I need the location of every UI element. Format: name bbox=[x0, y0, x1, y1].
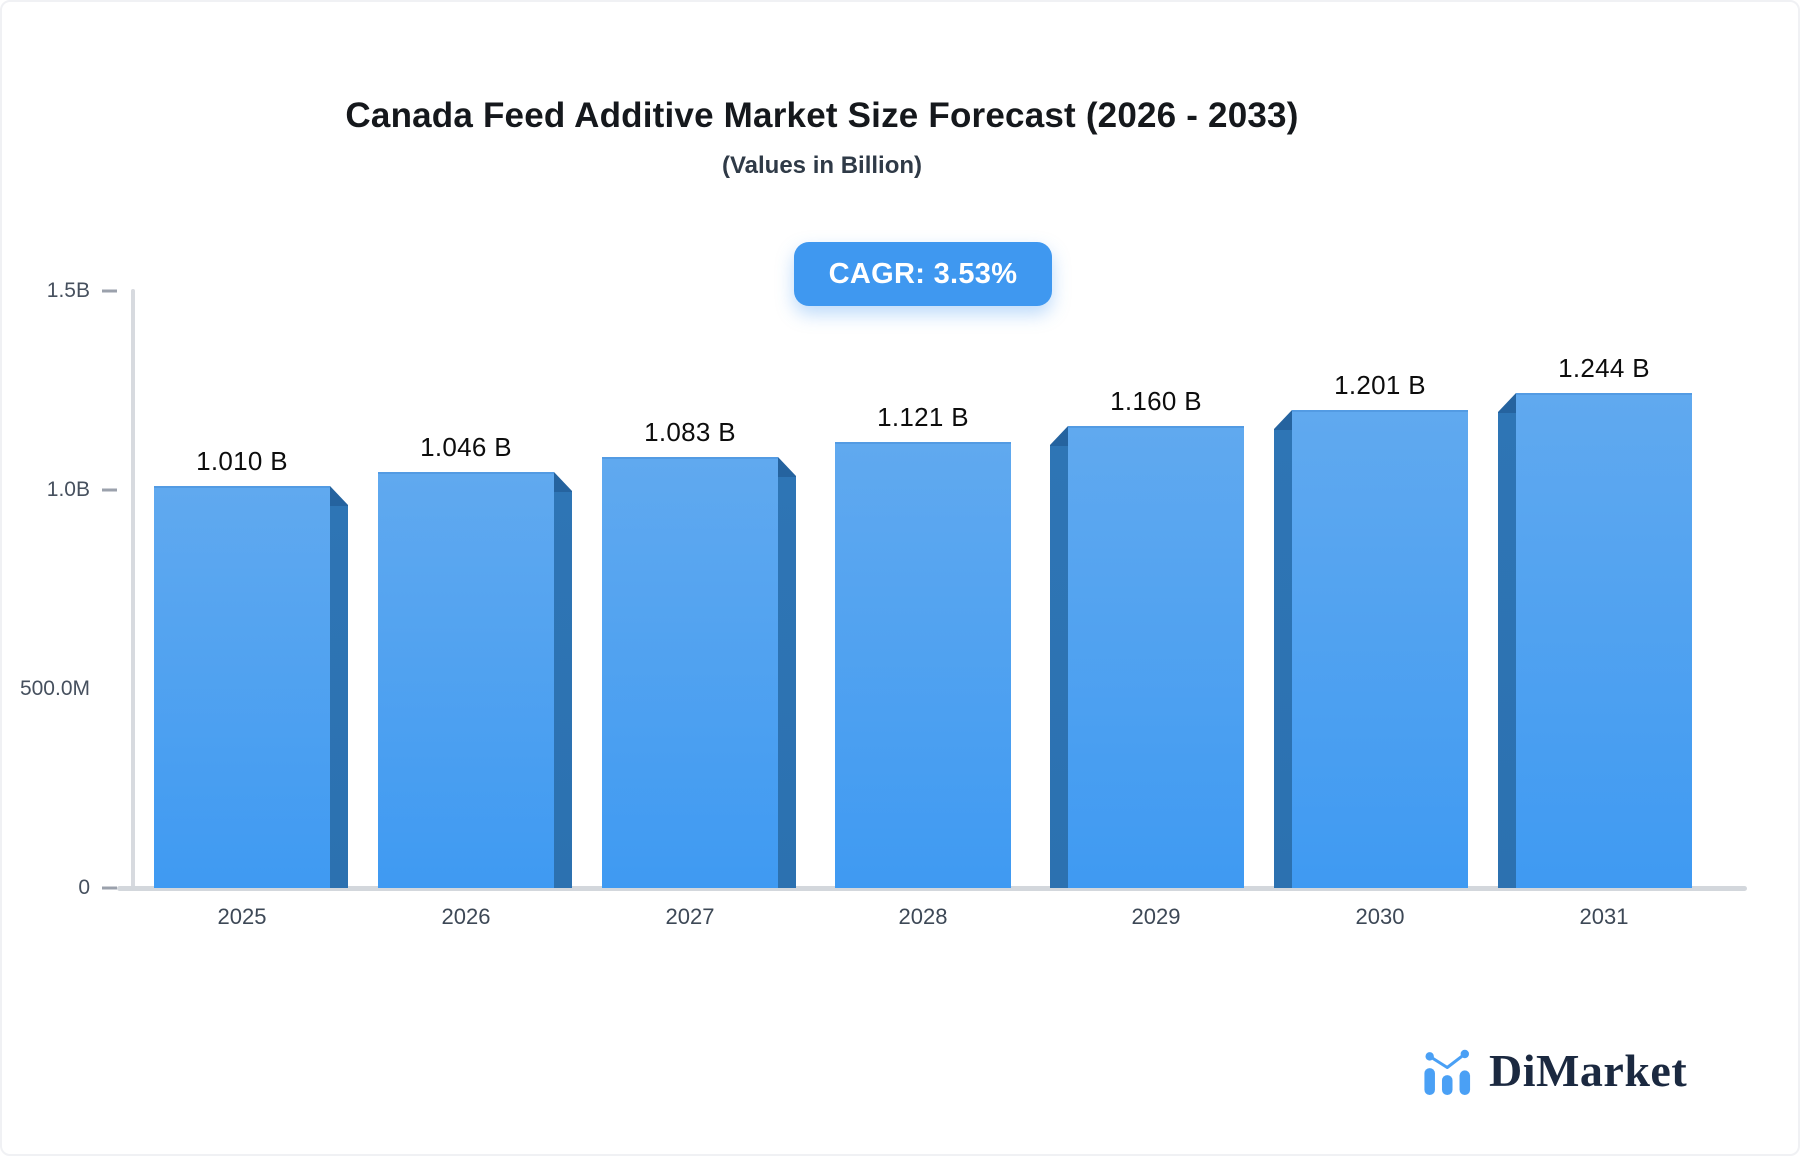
dimarket-logo: DiMarket bbox=[1423, 1044, 1687, 1097]
bar-value-label: 1.010 B bbox=[196, 446, 288, 476]
x-tick-label: 2026 bbox=[441, 904, 491, 929]
y-tick-label: 1.5B bbox=[46, 279, 90, 302]
chart-subtitle: (Values in Billion) bbox=[721, 152, 923, 179]
bar-value-label: 1.160 B bbox=[1110, 386, 1202, 416]
y-tick-dash bbox=[102, 488, 117, 492]
bar-2025 bbox=[154, 486, 330, 888]
bar-value-label: 1.121 B bbox=[877, 402, 969, 432]
logo-text: DiMarket bbox=[1489, 1045, 1688, 1096]
y-tick-label: 0 bbox=[78, 876, 90, 899]
y-axis-line bbox=[131, 289, 135, 890]
bar-side-face bbox=[330, 486, 348, 888]
bar-2028 bbox=[835, 442, 1011, 888]
cagr-badge: CAGR: 3.53% bbox=[794, 242, 1052, 306]
x-tick-label: 2025 bbox=[217, 904, 267, 929]
bar-side-face bbox=[1274, 410, 1292, 888]
bar-chart-logo-icon bbox=[1423, 1047, 1475, 1095]
x-tick-label: 2029 bbox=[1131, 904, 1181, 929]
x-tick-label: 2027 bbox=[665, 904, 715, 929]
y-tick-dash bbox=[102, 289, 117, 293]
bar-2030 bbox=[1292, 410, 1468, 888]
y-tick-dash bbox=[102, 886, 117, 890]
bar-2027 bbox=[602, 457, 778, 888]
x-tick-label: 2031 bbox=[1579, 904, 1629, 929]
bar-2029 bbox=[1068, 426, 1244, 888]
x-tick-label: 2028 bbox=[898, 904, 948, 929]
chart-title: Canada Feed Additive Market Size Forecas… bbox=[345, 96, 1299, 135]
bar-side-face bbox=[1498, 393, 1516, 888]
x-axis-line bbox=[117, 886, 1747, 891]
bar-side-face bbox=[554, 472, 572, 888]
y-tick-label: 1.0B bbox=[46, 478, 90, 501]
x-tick-label: 2030 bbox=[1355, 904, 1405, 929]
bar-2026 bbox=[378, 472, 554, 888]
bar-2031 bbox=[1516, 393, 1692, 888]
bar-value-label: 1.046 B bbox=[420, 432, 512, 462]
bar-value-label: 1.244 B bbox=[1558, 353, 1650, 383]
bar-side-face bbox=[1050, 426, 1068, 888]
bar-value-label: 1.201 B bbox=[1334, 370, 1426, 400]
y-tick-label: 500.0M bbox=[19, 677, 90, 700]
bar-value-label: 1.083 B bbox=[644, 417, 736, 447]
bar-side-face bbox=[778, 457, 796, 888]
